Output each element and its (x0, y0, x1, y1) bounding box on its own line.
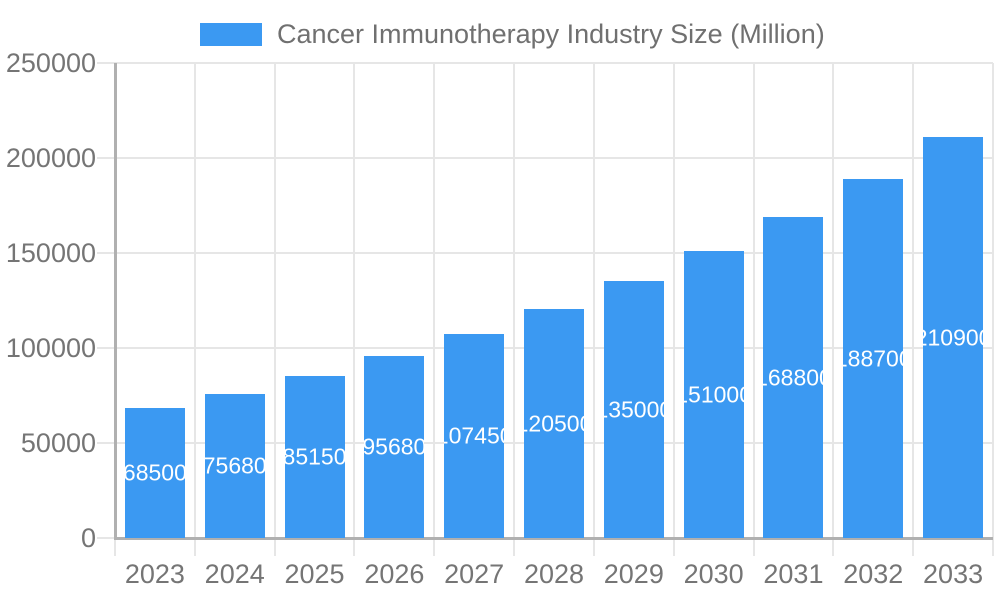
x-tick-mark (832, 538, 835, 556)
bar-value-label: 168800 (763, 364, 823, 390)
bar-value-label: 135000 (604, 396, 664, 422)
v-gridline (193, 63, 196, 538)
x-tick-mark (672, 538, 675, 556)
x-tick-label: 2027 (444, 559, 505, 589)
h-gridline (97, 62, 993, 64)
y-tick-mark (97, 537, 115, 539)
y-tick-label: 100000 (5, 333, 96, 363)
v-gridline (672, 63, 675, 538)
x-tick-label: 2029 (603, 559, 664, 589)
h-gridline (97, 157, 993, 159)
x-tick-label: 2026 (364, 559, 425, 589)
x-tick-label: 2024 (204, 559, 265, 589)
bar: 151000 (683, 251, 744, 538)
x-tick-mark (912, 538, 915, 556)
x-tick-mark (114, 538, 116, 556)
x-tick-mark (992, 538, 994, 556)
bar: 107450 (444, 334, 505, 538)
x-tick-mark (433, 538, 436, 556)
bar-value-label: 68500 (124, 459, 185, 486)
x-tick-mark (273, 538, 276, 556)
x-tick-mark (513, 538, 516, 556)
x-tick-label: 2031 (763, 559, 824, 589)
y-tick-label: 200000 (5, 143, 96, 173)
y-tick-label: 0 (80, 523, 96, 553)
x-tick-mark (752, 538, 755, 556)
bar: 168800 (763, 217, 824, 538)
bar-value-label: 188700 (843, 345, 903, 371)
bar: 135000 (603, 281, 664, 538)
x-tick-label: 2030 (683, 559, 744, 589)
x-tick-label: 2028 (523, 559, 585, 589)
legend-swatch (200, 23, 262, 46)
bar-value-label: 120500 (524, 410, 584, 436)
bar: 85150 (284, 376, 345, 538)
bar: 210900 (923, 137, 984, 538)
v-gridline (513, 63, 516, 538)
x-tick-label: 2032 (843, 559, 904, 589)
x-tick-mark (592, 538, 595, 556)
x-tick-label: 2033 (923, 559, 984, 589)
v-gridline (912, 63, 915, 538)
bar: 120500 (524, 309, 584, 538)
v-gridline (273, 63, 276, 538)
bar-value-label: 210900 (923, 324, 983, 350)
bar: 188700 (843, 179, 904, 538)
h-gridline (97, 252, 993, 254)
bar: 68500 (124, 408, 185, 538)
v-gridline (832, 63, 835, 538)
bar-value-label: 151000 (684, 381, 744, 407)
bar: 95680 (364, 356, 425, 538)
v-gridline (353, 63, 356, 538)
bar-value-label: 85150 (284, 443, 345, 470)
bar: 75680 (204, 394, 265, 538)
legend: Cancer Immunotherapy Industry Size (Mill… (200, 19, 825, 50)
y-tick-label: 50000 (20, 428, 96, 458)
v-gridline (592, 63, 595, 538)
x-tick-mark (353, 538, 356, 556)
bar-value-label: 107450 (444, 422, 504, 449)
y-axis-line (114, 63, 117, 540)
bar-value-label: 95680 (364, 433, 425, 460)
x-tick-label: 2023 (124, 559, 185, 589)
x-tick-mark (193, 538, 196, 556)
y-tick-label: 150000 (5, 238, 96, 268)
v-gridline (752, 63, 755, 538)
chart-title: Cancer Immunotherapy Industry Size (Mill… (277, 19, 825, 49)
x-tick-label: 2025 (284, 559, 345, 589)
y-tick-label: 250000 (5, 48, 96, 78)
bar-value-label: 75680 (204, 452, 265, 479)
v-gridline (433, 63, 436, 538)
v-gridline (992, 63, 994, 538)
x-axis-line (115, 537, 993, 540)
